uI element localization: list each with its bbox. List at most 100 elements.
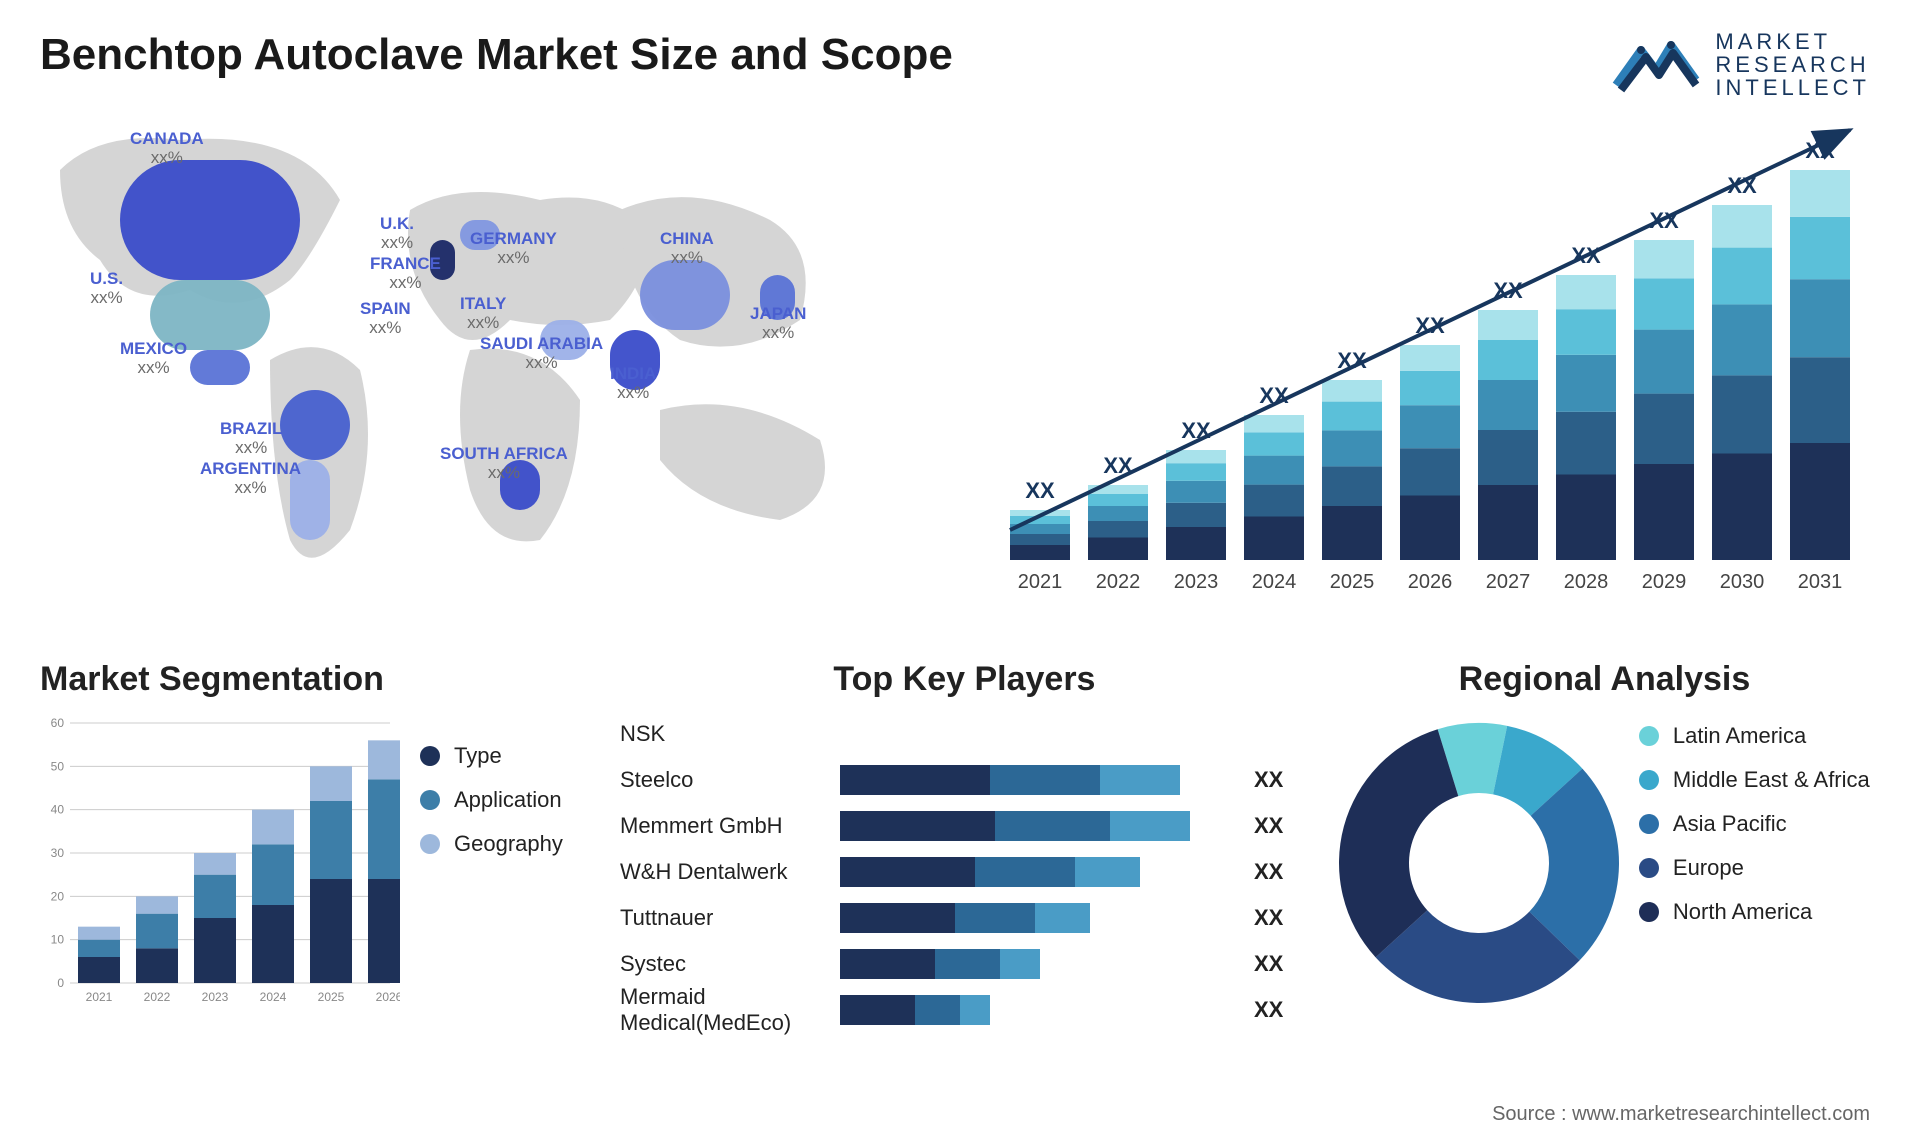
seg-legend-item: Type bbox=[420, 743, 563, 769]
main-bar-segment bbox=[1790, 357, 1850, 443]
players-list: NSKSteelcoXXMemmert GmbHXXW&H Dentalwerk… bbox=[620, 713, 1309, 1031]
logo-line3: INTELLECT bbox=[1715, 76, 1870, 99]
main-bar-segment bbox=[1478, 485, 1538, 560]
segmentation-chart: 0102030405060202120222023202420252026 Ty… bbox=[40, 713, 600, 1033]
player-name: Tuttnauer bbox=[620, 905, 840, 931]
main-bar-year-label: 2027 bbox=[1486, 571, 1531, 593]
main-bar-segment bbox=[1244, 456, 1304, 485]
seg-bar-segment bbox=[194, 875, 236, 918]
main-bar-segment bbox=[1634, 278, 1694, 329]
main-bar-segment bbox=[1790, 279, 1850, 357]
segmentation-section: Market Segmentation 01020304050602021202… bbox=[40, 660, 600, 1035]
main-bar-segment bbox=[1088, 506, 1148, 521]
seg-legend-item: Application bbox=[420, 787, 563, 813]
map-country-label: U.K.xx% bbox=[380, 215, 414, 252]
seg-bar-segment bbox=[252, 810, 294, 845]
regional-legend-label: North America bbox=[1673, 899, 1812, 925]
regional-legend-label: Latin America bbox=[1673, 723, 1806, 749]
main-bar-segment bbox=[1166, 463, 1226, 481]
main-bar-year-label: 2030 bbox=[1720, 571, 1765, 593]
brand-logo: MARKET RESEARCH INTELLECT bbox=[1611, 30, 1870, 99]
seg-legend-label: Geography bbox=[454, 831, 563, 857]
map-country-label: SAUDI ARABIAxx% bbox=[480, 335, 603, 372]
main-bar-segment bbox=[1244, 517, 1304, 561]
logo-line2: RESEARCH bbox=[1715, 53, 1870, 76]
main-bar-segment bbox=[1478, 340, 1538, 380]
player-bar-segment bbox=[1075, 857, 1140, 887]
player-bar-segment bbox=[1035, 903, 1090, 933]
seg-bar-segment bbox=[252, 905, 294, 983]
legend-dot-icon bbox=[420, 746, 440, 766]
main-bar-top-label: XX bbox=[1025, 478, 1055, 503]
seg-bar-segment bbox=[310, 801, 352, 879]
segmentation-title: Market Segmentation bbox=[40, 660, 600, 699]
main-bar-segment bbox=[1712, 304, 1772, 375]
player-value-label: XX bbox=[1254, 951, 1283, 977]
map-region-highlight bbox=[280, 390, 350, 460]
legend-dot-icon bbox=[420, 834, 440, 854]
players-section: Top Key Players NSKSteelcoXXMemmert GmbH… bbox=[620, 660, 1309, 1035]
player-bar-segment bbox=[840, 949, 935, 979]
main-bar-year-label: 2029 bbox=[1642, 571, 1687, 593]
logo-line1: MARKET bbox=[1715, 30, 1870, 53]
map-country-label: CANADAxx% bbox=[130, 130, 204, 167]
player-bar-segment bbox=[975, 857, 1075, 887]
main-bar-segment bbox=[1634, 394, 1694, 464]
main-bar-segment bbox=[1400, 448, 1460, 495]
main-bar-segment bbox=[1400, 371, 1460, 405]
player-bar-segment bbox=[840, 765, 990, 795]
map-region-highlight bbox=[640, 260, 730, 330]
seg-xtick-label: 2023 bbox=[202, 990, 229, 1004]
regional-content: Latin AmericaMiddle East & AfricaAsia Pa… bbox=[1329, 713, 1880, 1013]
main-bar-year-label: 2022 bbox=[1096, 571, 1141, 593]
main-bar-segment bbox=[1478, 380, 1538, 430]
main-bar-segment bbox=[1556, 309, 1616, 355]
page-root: Benchtop Autoclave Market Size and Scope… bbox=[0, 0, 1920, 1146]
main-bar-segment bbox=[1244, 485, 1304, 517]
player-bar bbox=[840, 949, 1240, 979]
player-bar-segment bbox=[1100, 765, 1180, 795]
player-bar bbox=[840, 903, 1240, 933]
player-name: Steelco bbox=[620, 767, 840, 793]
map-country-label: SOUTH AFRICAxx% bbox=[440, 445, 568, 482]
main-chart-svg: XX2021XX2022XX2023XX2024XX2025XX2026XX20… bbox=[980, 110, 1880, 630]
player-name: W&H Dentalwerk bbox=[620, 859, 840, 885]
legend-dot-icon bbox=[1639, 902, 1659, 922]
main-bar-segment bbox=[1790, 170, 1850, 217]
seg-bar-segment bbox=[368, 879, 400, 983]
map-country-label: SPAINxx% bbox=[360, 300, 411, 337]
legend-dot-icon bbox=[420, 790, 440, 810]
regional-legend-item: Asia Pacific bbox=[1639, 811, 1870, 837]
seg-legend-label: Type bbox=[454, 743, 502, 769]
player-bar-segment bbox=[840, 857, 975, 887]
map-country-label: GERMANYxx% bbox=[470, 230, 557, 267]
seg-ytick-label: 0 bbox=[57, 976, 64, 990]
regional-legend-label: Asia Pacific bbox=[1673, 811, 1787, 837]
main-bar-segment bbox=[1010, 534, 1070, 545]
map-country-label: INDIAxx% bbox=[610, 365, 656, 402]
main-bar-year-label: 2028 bbox=[1564, 571, 1609, 593]
main-bar-segment bbox=[1400, 405, 1460, 448]
regional-legend-label: Europe bbox=[1673, 855, 1744, 881]
seg-bar-segment bbox=[194, 918, 236, 983]
legend-dot-icon bbox=[1639, 858, 1659, 878]
main-bar-segment bbox=[1322, 506, 1382, 560]
main-bar-segment bbox=[1712, 248, 1772, 305]
seg-bar-segment bbox=[194, 853, 236, 875]
main-bar-segment bbox=[1634, 464, 1694, 560]
main-bar-segment bbox=[1322, 402, 1382, 431]
main-bar-year-label: 2024 bbox=[1252, 571, 1297, 593]
main-bar-segment bbox=[1088, 521, 1148, 538]
seg-bar-segment bbox=[310, 879, 352, 983]
player-bar-segment bbox=[990, 765, 1100, 795]
seg-bar-segment bbox=[252, 844, 294, 905]
player-value-label: XX bbox=[1254, 905, 1283, 931]
main-bar-year-label: 2031 bbox=[1798, 571, 1843, 593]
seg-bar-segment bbox=[136, 914, 178, 949]
main-bar-segment bbox=[1556, 412, 1616, 475]
player-bar-segment bbox=[960, 995, 990, 1025]
main-bar-segment bbox=[1322, 380, 1382, 402]
legend-dot-icon bbox=[1639, 726, 1659, 746]
main-bar-segment bbox=[1400, 345, 1460, 371]
seg-ytick-label: 50 bbox=[51, 759, 65, 773]
